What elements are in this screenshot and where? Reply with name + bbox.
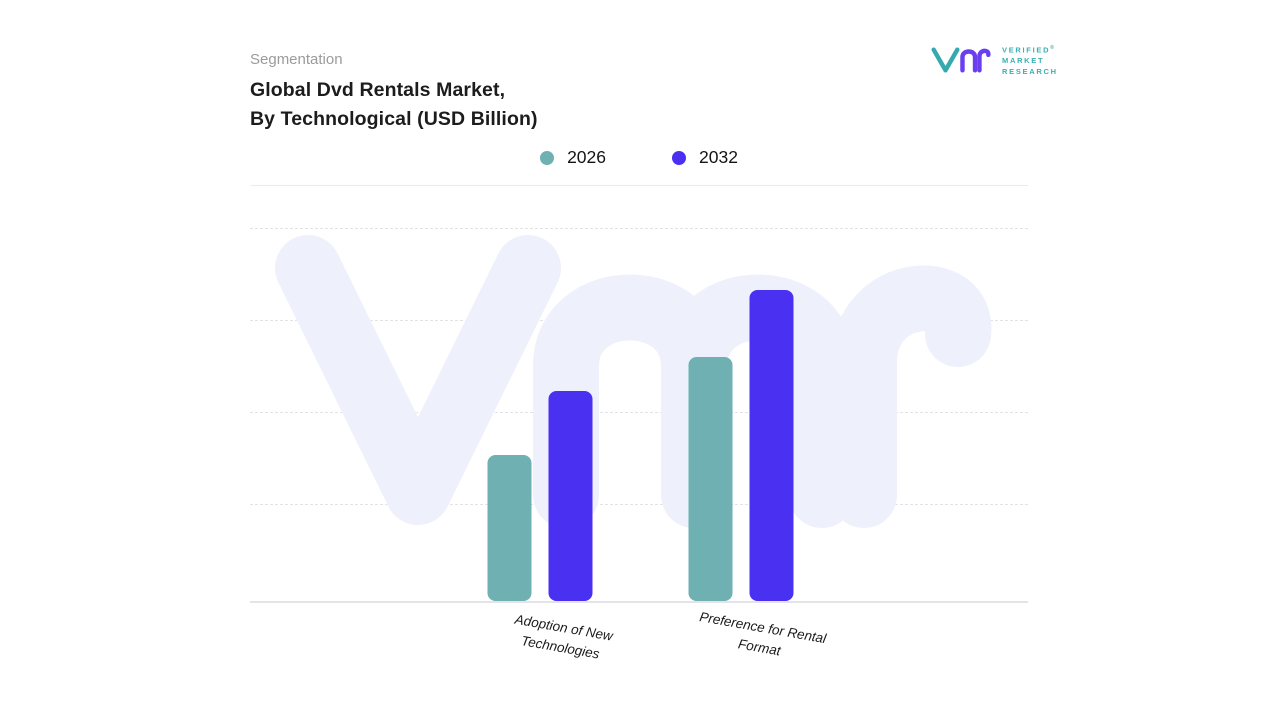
x-axis-label-2: Preference for Rental Format [698,609,828,659]
vmr-logo-icon [931,47,991,73]
logo-line-verified: VERIFIED [1002,45,1051,55]
logo-line-research: RESEARCH [1002,67,1058,77]
bar-2032-category-1 [548,391,593,601]
bar-2032-category-2 [749,290,794,601]
legend-item-2026: 2026 [540,147,606,168]
legend-item-2032: 2032 [672,147,738,168]
title-line-1: Global Dvd Rentals Market, [250,79,506,101]
bar-2026-category-1 [487,455,532,601]
bar-group-1 [487,391,593,601]
registered-mark: ® [1050,44,1054,51]
eyebrow-segmentation: Segmentation [250,51,343,68]
legend-dot-2032 [672,150,686,165]
gridline [250,228,1028,229]
bar-group-2 [688,290,794,601]
legend-label-2032: 2032 [699,147,738,167]
gridline [250,412,1028,413]
chart-legend: 2026 2032 [250,147,1028,168]
vmr-watermark [275,235,992,528]
legend-divider [250,185,1028,186]
legend-label-2026: 2026 [567,147,606,167]
x-axis-label-1: Adoption of New Technologies [513,611,614,662]
title-line-2: By Technological (USD Billion) [250,108,538,130]
page-title: Global Dvd Rentals Market, By Technologi… [250,76,538,134]
gridline [250,504,1028,505]
gridline [250,320,1028,321]
logo-line-market: MARKET [1002,56,1045,66]
bar-2026-category-2 [688,357,733,601]
vmr-logo: VERIFIED® MARKET RESEARCH [930,40,1058,80]
bar-chart-plot: Adoption of New Technologies Preference fo… [250,228,1028,662]
vmr-logo-text: VERIFIED® MARKET RESEARCH [1002,43,1058,78]
legend-dot-2026 [540,150,555,165]
